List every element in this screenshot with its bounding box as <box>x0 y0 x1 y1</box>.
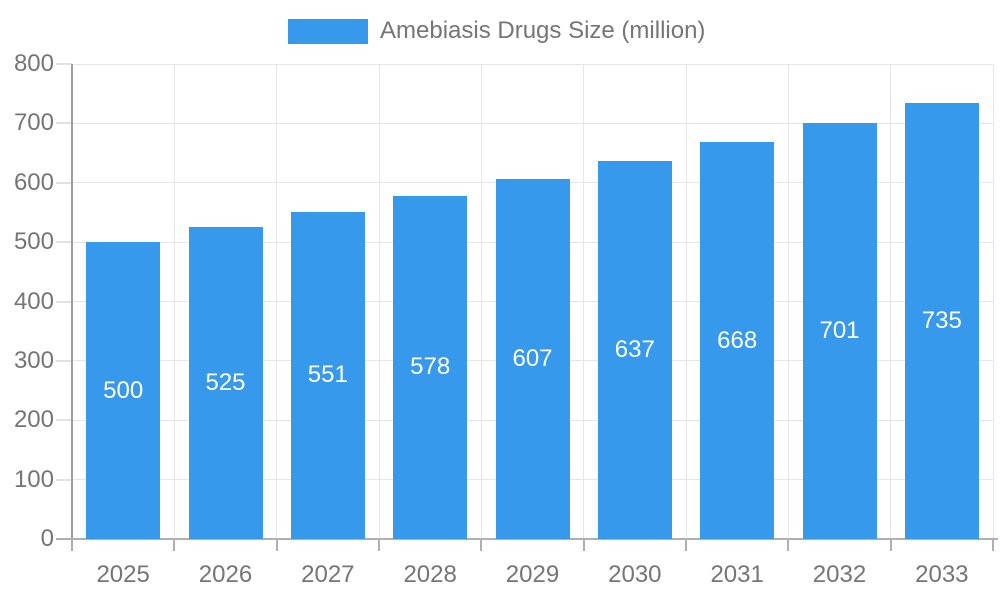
legend-label: Amebiasis Drugs Size (million) <box>380 17 706 44</box>
y-axis-label: 800 <box>13 50 54 77</box>
y-axis-tick <box>56 181 72 184</box>
y-axis-label: 300 <box>13 346 54 374</box>
legend-item[interactable]: Amebiasis Drugs Size (million) <box>288 17 705 45</box>
gridline-horizontal <box>72 63 993 65</box>
x-axis-tick <box>71 539 73 551</box>
y-axis-tick <box>56 419 72 422</box>
x-axis-tick <box>582 539 585 551</box>
x-axis-label: 2029 <box>505 561 560 588</box>
x-axis-label: 2030 <box>608 561 662 588</box>
y-axis-tick <box>56 359 72 362</box>
y-axis-tick <box>56 241 72 244</box>
bar-2025[interactable] <box>86 242 161 539</box>
bar-2029[interactable] <box>495 178 570 539</box>
x-axis-label: 2026 <box>198 561 253 588</box>
y-axis-label: 0 <box>40 525 54 552</box>
gridline-vertical <box>890 64 892 539</box>
gridline-vertical <box>480 64 482 539</box>
gridline-vertical <box>992 64 994 539</box>
legend-swatch <box>288 18 368 44</box>
gridline-vertical <box>685 64 687 539</box>
bar-2030[interactable] <box>597 160 672 539</box>
gridline-vertical <box>276 64 278 539</box>
y-axis-tick <box>56 122 72 125</box>
gridline-vertical <box>378 64 380 539</box>
x-axis-label: 2031 <box>710 561 764 588</box>
y-axis-label: 400 <box>13 287 54 315</box>
y-axis-label: 100 <box>13 465 54 493</box>
y-axis-tick <box>56 478 72 481</box>
bar-2031[interactable] <box>700 142 775 539</box>
bar-2028[interactable] <box>393 195 468 539</box>
y-axis-tick <box>56 300 72 303</box>
x-axis-tick <box>480 539 483 551</box>
x-axis-baseline <box>56 538 998 540</box>
x-axis-label: 2025 <box>96 561 150 588</box>
gridline-vertical <box>583 64 585 539</box>
gridline-vertical <box>787 64 789 539</box>
gridline-vertical <box>173 64 175 539</box>
x-axis-label: 2032 <box>812 561 867 588</box>
x-axis-label: 2028 <box>403 561 457 588</box>
y-axis-line <box>71 64 73 551</box>
x-axis-tick <box>992 539 994 551</box>
x-axis-label: 2033 <box>915 561 969 588</box>
gridline-horizontal <box>72 122 993 124</box>
x-axis-tick <box>889 539 892 551</box>
y-axis-label: 200 <box>13 406 54 434</box>
y-axis-label: 700 <box>13 109 54 137</box>
bar-2032[interactable] <box>802 122 877 539</box>
y-axis-tick <box>56 63 72 65</box>
x-axis-tick <box>378 539 380 551</box>
y-axis-label: 600 <box>13 168 54 196</box>
x-axis-tick <box>173 539 176 551</box>
bar-2033[interactable] <box>904 102 979 539</box>
x-axis-tick <box>787 539 790 551</box>
bar-2026[interactable] <box>188 227 263 539</box>
x-axis-tick <box>275 539 278 551</box>
y-axis-label: 500 <box>13 228 54 256</box>
x-axis-tick <box>685 539 687 551</box>
x-axis-label: 2027 <box>301 561 355 588</box>
bar-2027[interactable] <box>290 211 365 539</box>
